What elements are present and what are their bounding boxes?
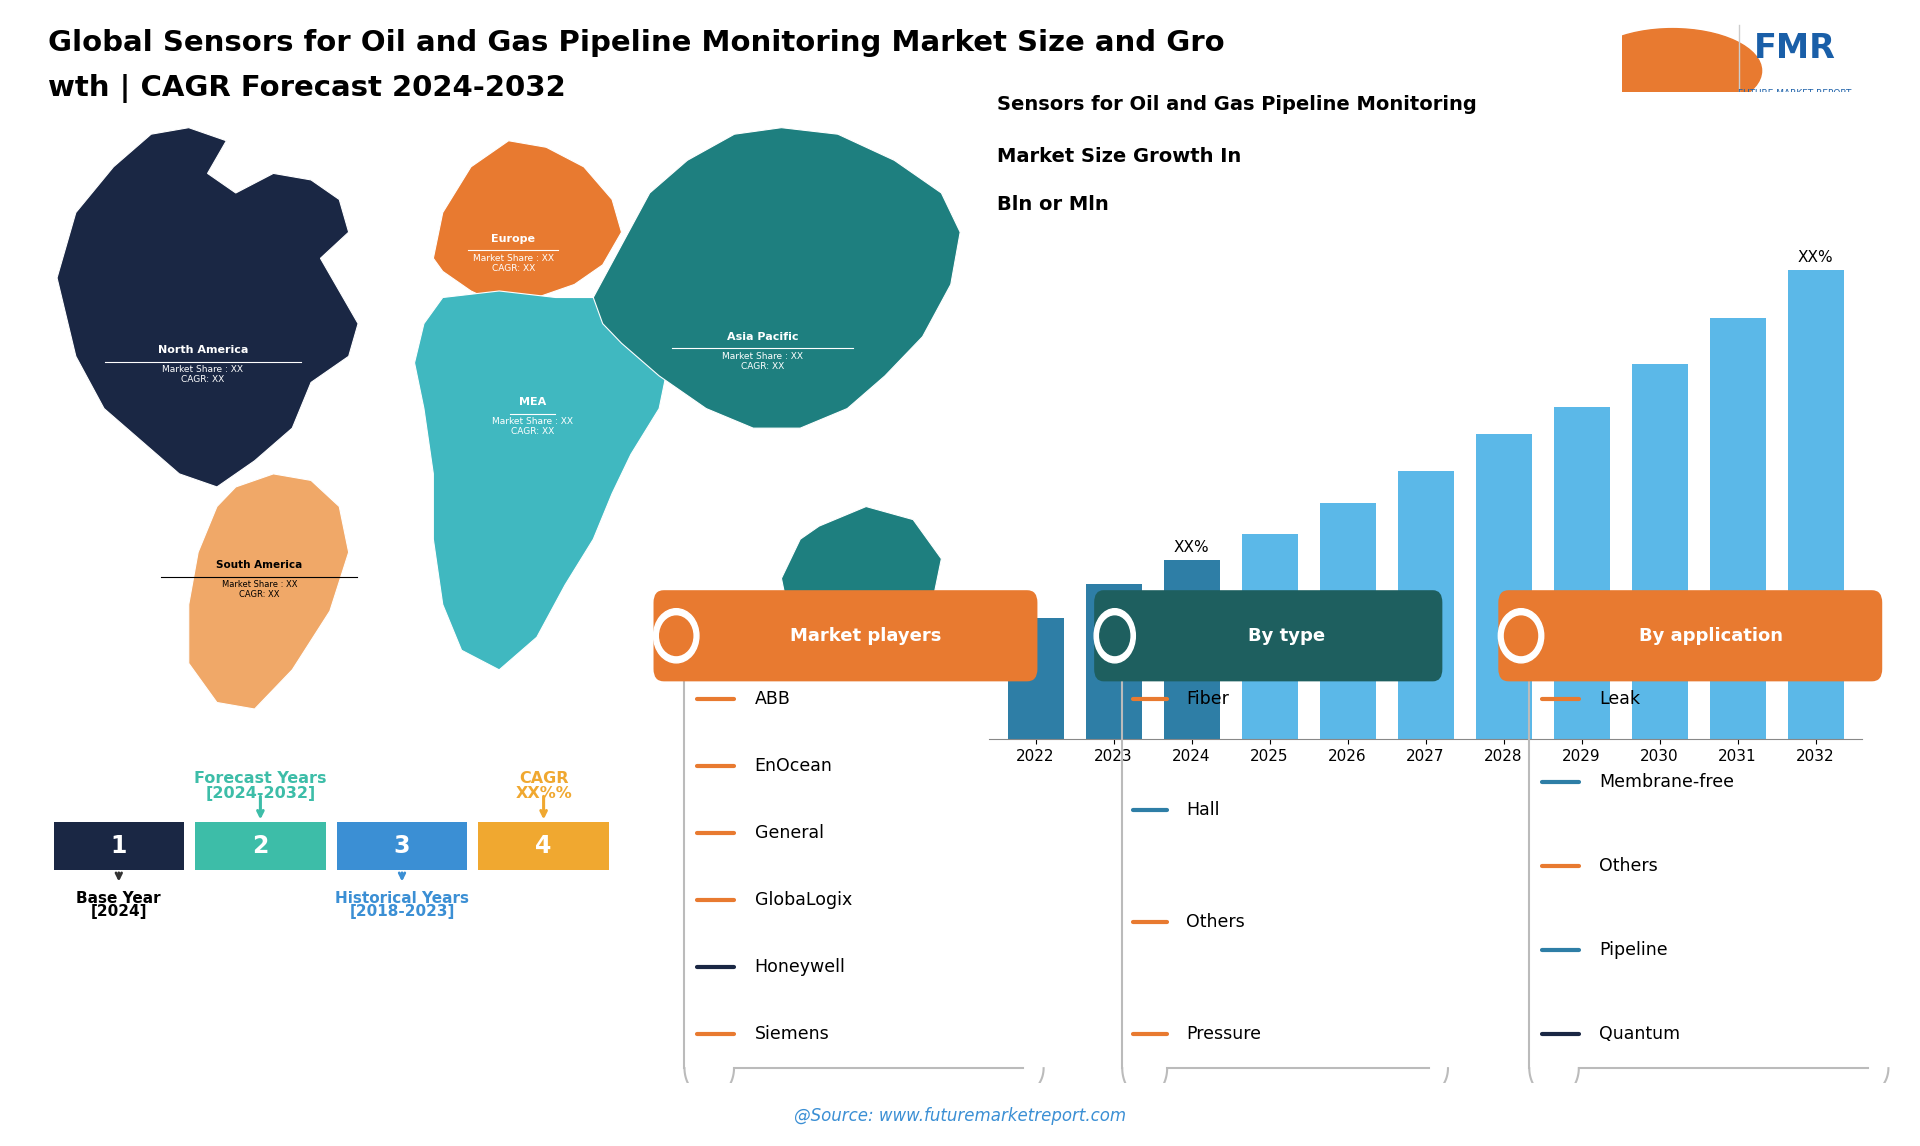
- Text: [2018-2023]: [2018-2023]: [349, 904, 455, 919]
- Bar: [1632, 364, 1688, 739]
- Text: @Source: www.futuremarketreport.com: @Source: www.futuremarketreport.com: [795, 1107, 1125, 1125]
- Circle shape: [660, 617, 693, 656]
- Text: Honeywell: Honeywell: [755, 958, 845, 975]
- Text: Base Year: Base Year: [77, 892, 161, 906]
- Polygon shape: [415, 291, 668, 669]
- Text: Market Share : XX: Market Share : XX: [492, 417, 572, 426]
- Circle shape: [1498, 609, 1544, 662]
- FancyBboxPatch shape: [336, 823, 467, 870]
- Text: FUTURE MARKET REPORT: FUTURE MARKET REPORT: [1738, 88, 1851, 97]
- Text: CAGR: CAGR: [518, 771, 568, 786]
- Text: Pressure: Pressure: [1187, 1025, 1261, 1043]
- FancyBboxPatch shape: [653, 590, 1037, 682]
- FancyBboxPatch shape: [196, 823, 326, 870]
- Polygon shape: [58, 127, 359, 487]
- Bar: [1085, 584, 1142, 739]
- Text: Europe: Europe: [492, 234, 536, 244]
- Text: CAGR: XX: CAGR: XX: [492, 264, 536, 273]
- Text: Market Share : XX: Market Share : XX: [221, 580, 298, 589]
- Text: Others: Others: [1187, 913, 1244, 931]
- Text: By type: By type: [1248, 627, 1325, 645]
- Text: [2024-2032]: [2024-2032]: [205, 786, 315, 801]
- Text: Hall: Hall: [1187, 801, 1219, 819]
- Text: XX%: XX%: [1797, 250, 1834, 265]
- FancyBboxPatch shape: [54, 823, 184, 870]
- Bar: [1242, 534, 1298, 739]
- Bar: [1553, 407, 1609, 739]
- Polygon shape: [434, 141, 622, 304]
- FancyBboxPatch shape: [1094, 590, 1442, 682]
- Text: EnOcean: EnOcean: [755, 756, 833, 775]
- Text: XX%: XX%: [1173, 541, 1210, 556]
- Text: 3: 3: [394, 834, 411, 858]
- Bar: [1398, 471, 1453, 739]
- Text: ABB: ABB: [755, 690, 791, 707]
- Polygon shape: [188, 474, 349, 709]
- Bar: [1788, 270, 1843, 739]
- Polygon shape: [781, 507, 941, 650]
- Text: Forecast Years: Forecast Years: [194, 771, 326, 786]
- Text: CAGR: XX: CAGR: XX: [180, 375, 225, 384]
- Bar: [1475, 434, 1532, 739]
- Text: Market Size Growth In: Market Size Growth In: [996, 147, 1240, 166]
- Text: CAGR: XX: CAGR: XX: [741, 362, 783, 370]
- Circle shape: [1100, 617, 1129, 656]
- Text: Market Share : XX: Market Share : XX: [722, 352, 803, 361]
- Text: MEA: MEA: [518, 397, 545, 407]
- Polygon shape: [593, 127, 960, 429]
- Text: Leak: Leak: [1599, 690, 1640, 707]
- Circle shape: [1094, 609, 1135, 662]
- Text: CAGR: XX: CAGR: XX: [240, 590, 280, 599]
- Text: GlobaLogix: GlobaLogix: [755, 890, 852, 909]
- Bar: [1164, 560, 1219, 739]
- Text: General: General: [755, 824, 824, 841]
- FancyBboxPatch shape: [478, 823, 609, 870]
- Text: FMR: FMR: [1755, 32, 1836, 65]
- Text: Historical Years: Historical Years: [334, 892, 468, 906]
- Text: Membrane-free: Membrane-free: [1599, 774, 1734, 792]
- Text: Asia Pacific: Asia Pacific: [728, 331, 799, 342]
- Bar: [1709, 319, 1766, 739]
- Circle shape: [653, 609, 699, 662]
- Text: Siemens: Siemens: [755, 1025, 829, 1043]
- Text: Market Share : XX: Market Share : XX: [472, 253, 553, 262]
- Text: CAGR: XX: CAGR: XX: [511, 427, 553, 435]
- Text: 1: 1: [111, 834, 127, 858]
- Text: By application: By application: [1640, 627, 1784, 645]
- Circle shape: [1584, 29, 1763, 113]
- Text: Global Sensors for Oil and Gas Pipeline Monitoring Market Size and Gro: Global Sensors for Oil and Gas Pipeline …: [48, 29, 1225, 56]
- Text: 4: 4: [536, 834, 551, 858]
- Text: Market Share : XX: Market Share : XX: [163, 364, 244, 374]
- Text: Market players: Market players: [791, 627, 943, 645]
- Bar: [1319, 503, 1375, 739]
- Text: [2024]: [2024]: [90, 904, 148, 919]
- Text: Sensors for Oil and Gas Pipeline Monitoring: Sensors for Oil and Gas Pipeline Monitor…: [996, 95, 1476, 113]
- Text: XX%%: XX%%: [515, 786, 572, 801]
- Text: Fiber: Fiber: [1187, 690, 1229, 707]
- Text: Others: Others: [1599, 857, 1659, 876]
- Text: 2: 2: [252, 834, 269, 858]
- Text: South America: South America: [217, 560, 303, 571]
- Text: North America: North America: [157, 345, 248, 355]
- Text: Bln or Mln: Bln or Mln: [996, 195, 1108, 214]
- Bar: [1008, 618, 1064, 739]
- Text: wth | CAGR Forecast 2024-2032: wth | CAGR Forecast 2024-2032: [48, 74, 566, 103]
- Circle shape: [1505, 617, 1538, 656]
- FancyBboxPatch shape: [1498, 590, 1882, 682]
- Text: Quantum: Quantum: [1599, 1025, 1680, 1043]
- Text: Pipeline: Pipeline: [1599, 941, 1668, 959]
